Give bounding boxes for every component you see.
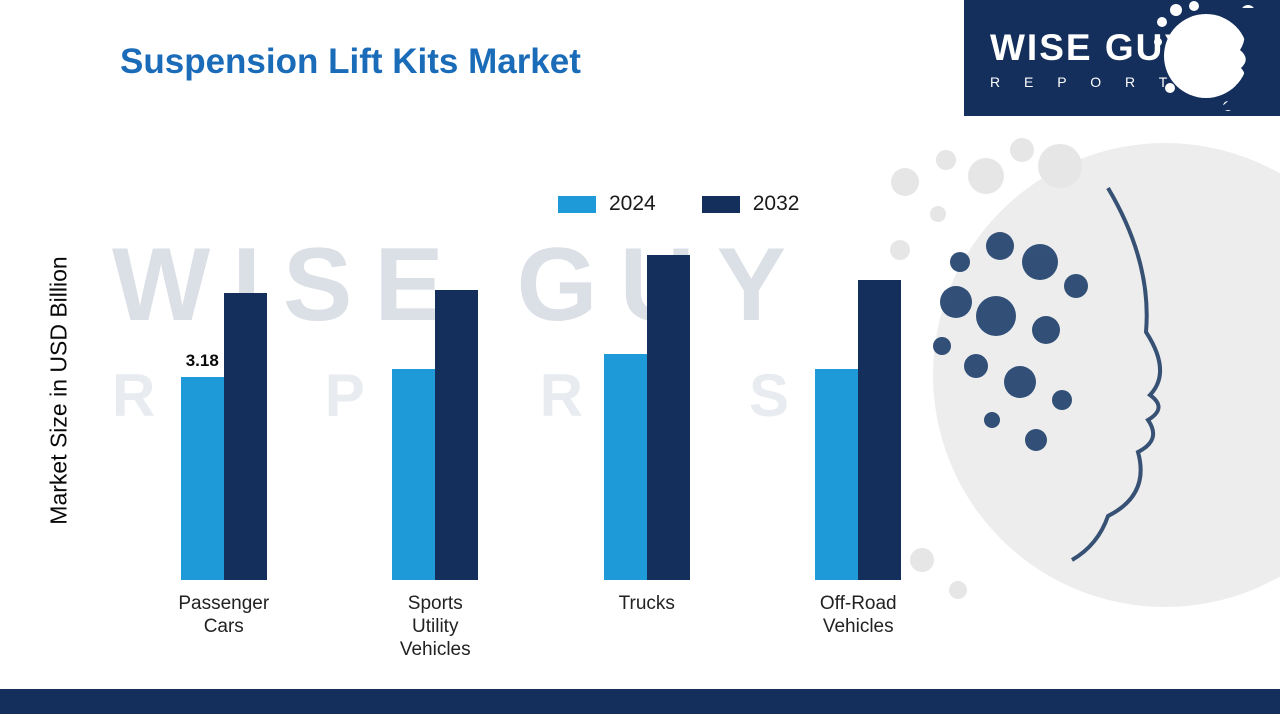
bar-2032-trucks: [646, 255, 690, 580]
bar-value-label: 3.18: [185, 351, 219, 370]
bar-2024-trucks: [603, 354, 647, 580]
bars: [392, 290, 479, 580]
bar-2032-sports-utility-vehicles: [435, 290, 479, 580]
bars: 3.18: [180, 293, 267, 580]
legend-swatch-2032: [701, 195, 740, 213]
y-axis-label-wrap: Market Size in USD Billion: [36, 165, 82, 615]
dots-pattern: [933, 232, 1088, 451]
bars: [815, 280, 902, 580]
category-label-trucks: Trucks: [618, 593, 675, 614]
bar-2024-sports-utility-vehicles: [392, 369, 436, 580]
category-label-off-road-vehicles: Off-Road Vehicles: [819, 593, 897, 638]
legend-label-2032: 2032: [752, 192, 800, 215]
logo-wordmark: WISE GUY: [990, 26, 1192, 68]
legend-item-2024: 2024: [558, 192, 656, 216]
legend-swatch-2024: [558, 195, 596, 213]
legend-label-2024: 2024: [609, 192, 656, 215]
footer-bar: [0, 689, 1280, 714]
plot-area: 3.18 Passenger Cars Sports Utility Vehicle…: [118, 210, 965, 660]
page-title: Suspension Lift Kits Market: [120, 42, 581, 81]
y-axis-label: Market Size in USD Billion: [45, 255, 72, 525]
face-profile-icon: [1070, 186, 1163, 562]
bar-2032-passenger-cars: [223, 293, 267, 580]
head-profile-icon: [1154, 1, 1280, 111]
bar-group-sports-utility-vehicles: Sports Utility Vehicles: [330, 210, 542, 660]
bar-2024-passenger-cars: 3.18: [180, 351, 224, 580]
bar-2032-off-road-vehicles: [858, 280, 902, 580]
legend-item-2032: 2032: [701, 192, 800, 216]
chart-legend: 2024 2032: [558, 192, 799, 216]
bars: [603, 255, 690, 580]
logo-subtitle: R E P O R T S: [990, 73, 1211, 90]
bar-group-passenger-cars: 3.18 Passenger Cars: [118, 210, 330, 637]
category-label-sports-utility-vehicles: Sports Utility Vehicles: [399, 593, 471, 661]
bar-2024-off-road-vehicles: [815, 369, 859, 580]
background-circle: [890, 138, 1280, 607]
logo-text: WISE GUY R E P O R T S: [964, 27, 1210, 90]
bar-group-off-road-vehicles: Off-Road Vehicles: [753, 210, 965, 637]
bar-group-trucks: Trucks: [541, 210, 753, 614]
category-label-passenger-cars: Passenger Cars: [178, 593, 270, 638]
brand-logo: WISE GUY R E P O R T S: [964, 0, 1280, 116]
